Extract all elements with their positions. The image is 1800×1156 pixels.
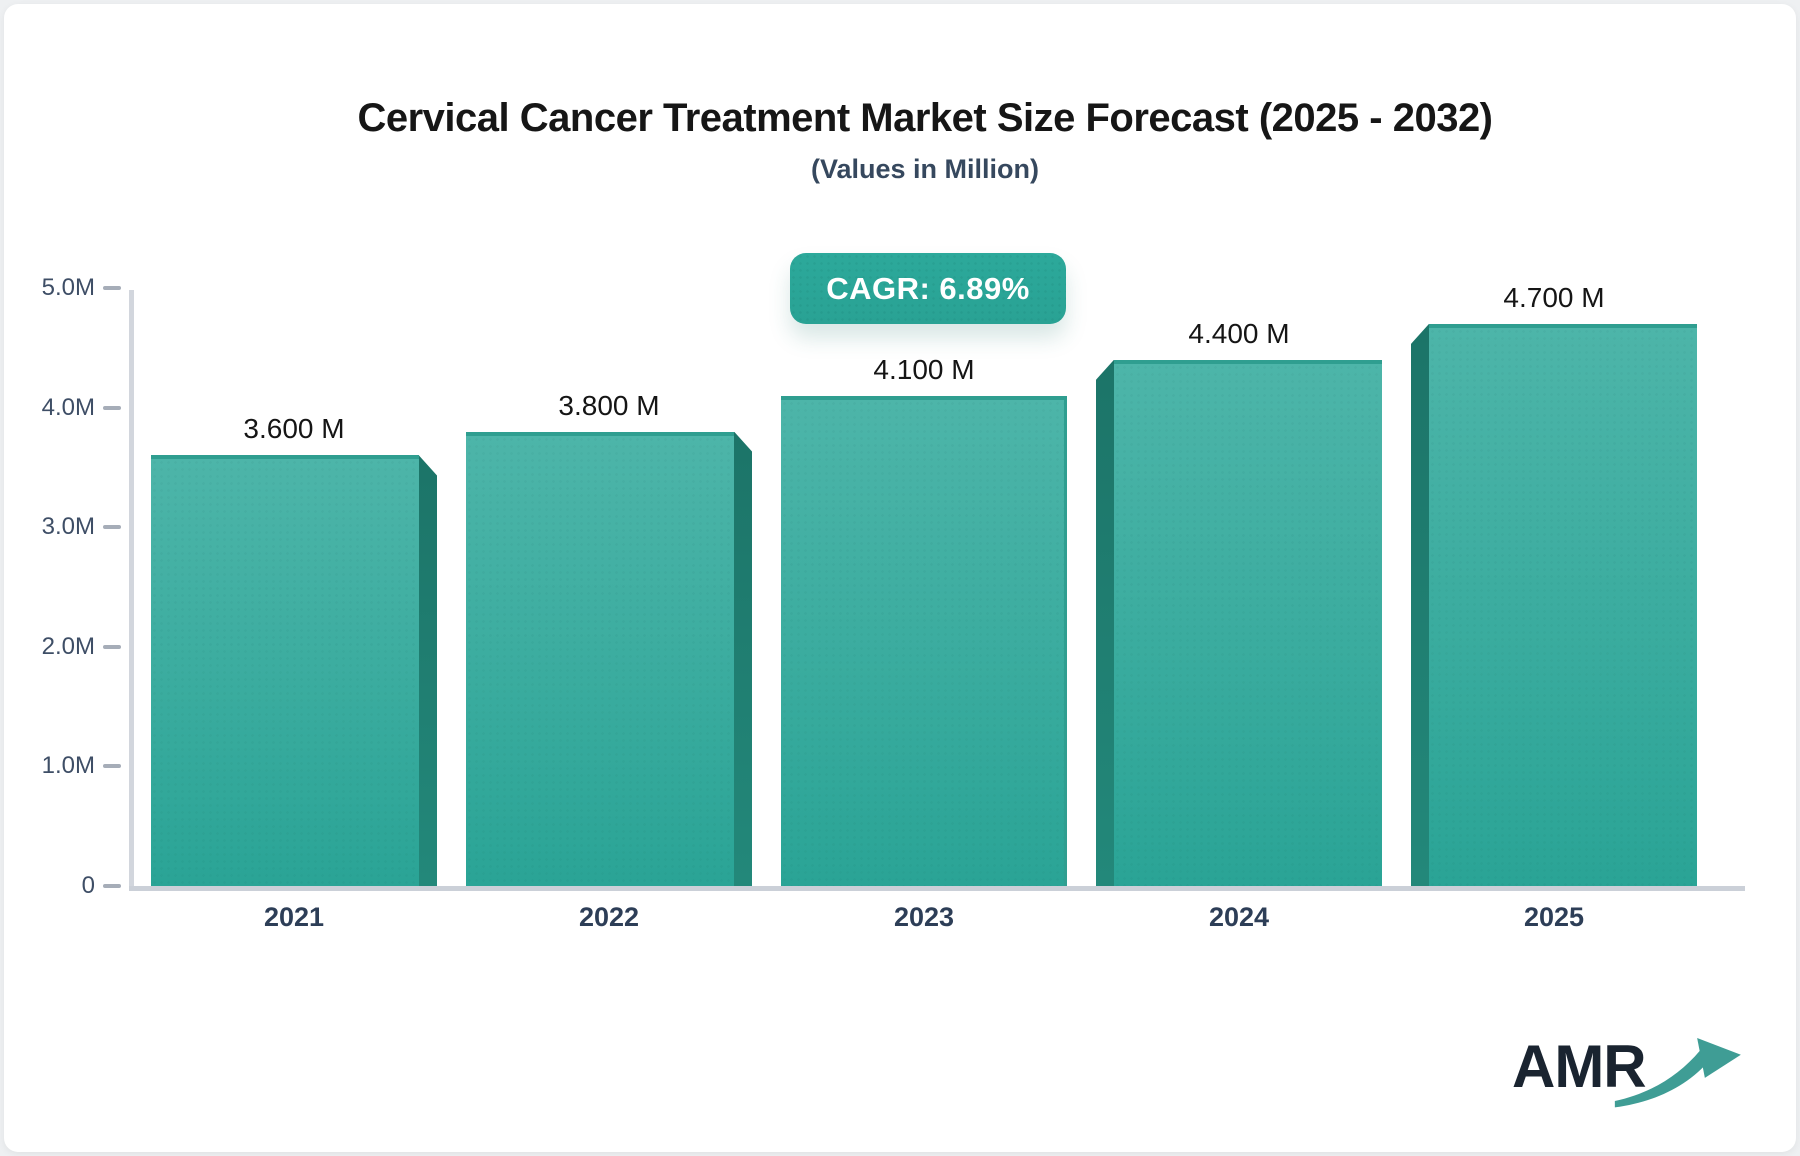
chart-subtitle: (Values in Million) [810, 154, 1040, 184]
growth-arrow-icon [1614, 1038, 1741, 1108]
y-tick-label-1.0M: 1.0M [41, 752, 95, 780]
y-tick-label-0: 0 [81, 872, 95, 899]
y-tick-label-3.0M: 3.0M [41, 513, 95, 541]
bar-face [781, 395, 1067, 886]
bar-face [1114, 359, 1382, 886]
amr-logo: AMR [1512, 1032, 1752, 1116]
amr-logo-text: AMR [1512, 1033, 1647, 1100]
bar-2022 [466, 431, 752, 886]
title-block: Cervical Cancer Treatment Market Size Fo… [50, 96, 1800, 185]
x-axis-label-2022: 2022 [578, 902, 640, 932]
cagr-badge-label: CAGR: 6.89% [826, 270, 1030, 306]
bar-face [151, 455, 419, 886]
bar-side-3d [1411, 323, 1429, 886]
bar-2021 [151, 455, 437, 886]
bar-side-3d [734, 431, 752, 886]
x-axis-label-2023: 2023 [893, 902, 955, 932]
bar-side-3d [419, 455, 437, 886]
y-tick-mark [103, 405, 121, 410]
bar-value-label-2022: 3.800 M [558, 389, 660, 421]
bar-value-label-2024: 4.400 M [1188, 317, 1290, 349]
bar-side-3d [1096, 359, 1114, 886]
bar-2023 [781, 395, 1067, 886]
y-tick-mark [103, 525, 121, 530]
y-tick-mark [103, 286, 121, 290]
bar-value-label-2025: 4.700 M [1503, 281, 1605, 313]
y-tick-label-2.0M: 2.0M [41, 632, 95, 660]
bar-face [466, 431, 734, 886]
cagr-badge: CAGR: 6.89% [790, 253, 1066, 324]
chart-title: Cervical Cancer Treatment Market Size Fo… [357, 96, 1493, 140]
bar-value-label-2023: 4.100 M [873, 353, 975, 385]
y-tick-label-5.0M: 5.0M [41, 274, 95, 301]
bar-value-label-2021: 3.600 M [243, 413, 345, 445]
bar-2024 [1096, 359, 1382, 886]
y-tick-mark [103, 764, 121, 769]
y-tick-mark [103, 884, 121, 888]
bar-face [1429, 323, 1697, 886]
x-axis-baseline [129, 886, 1745, 891]
y-axis-line [129, 290, 134, 891]
y-tick-mark [103, 644, 121, 649]
x-axis-label-2024: 2024 [1208, 902, 1270, 932]
x-axis-label-2025: 2025 [1523, 902, 1585, 932]
bar-2025 [1411, 323, 1697, 886]
y-tick-label-4.0M: 4.0M [41, 393, 95, 421]
x-axis-label-2021: 2021 [263, 902, 325, 932]
